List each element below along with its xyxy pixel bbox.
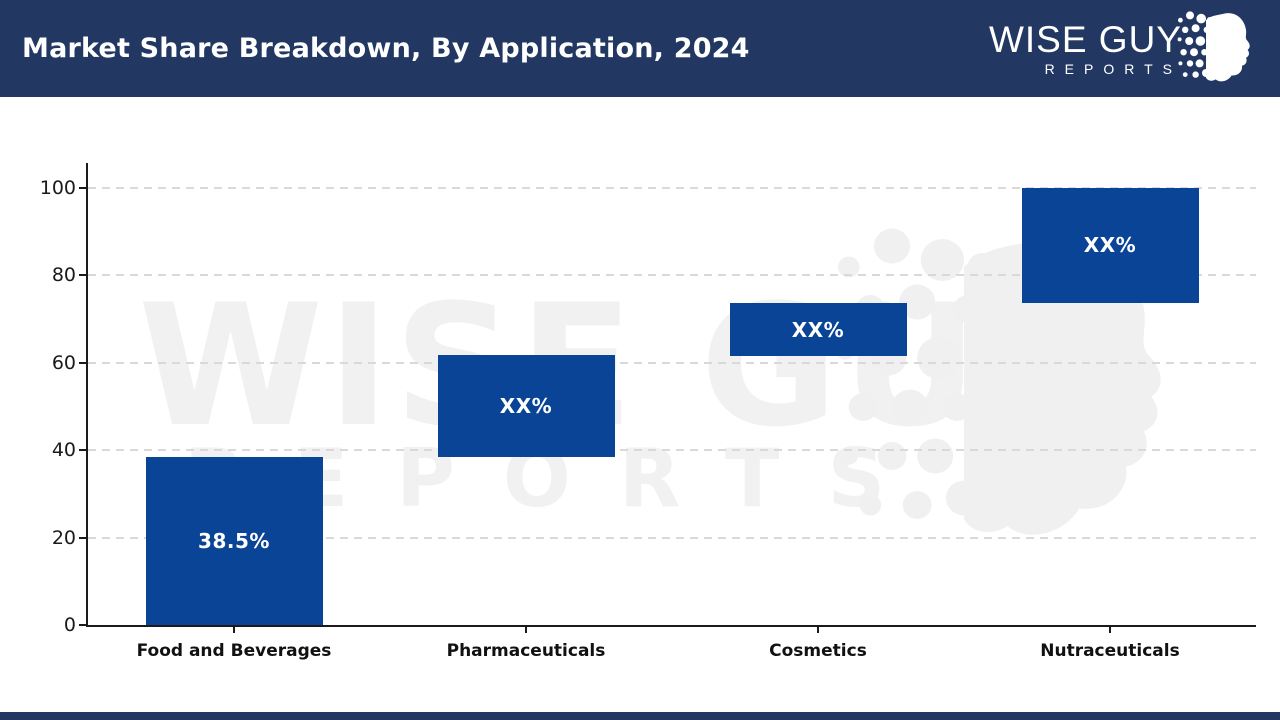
header: Market Share Breakdown, By Application, … (0, 0, 1280, 97)
gridline (88, 274, 1256, 276)
logo-wordmark: WISE GUY (988, 18, 1182, 60)
wiseguy-logo: WISE GUY REPORTS (989, 7, 1254, 91)
y-tick-mark (79, 186, 86, 189)
bar-value-label: XX% (791, 317, 845, 342)
gridline (88, 361, 1256, 364)
y-tick-label: 100 (39, 176, 76, 199)
y-tick-label: 40 (51, 439, 76, 461)
logo-subtext: REPORTS (1044, 60, 1182, 77)
bar-value-label: XX% (1083, 233, 1137, 258)
bar-value-label: XX% (499, 393, 553, 418)
gridline (88, 536, 1256, 539)
bar: XX% (1021, 187, 1199, 303)
y-tick-label: 60 (51, 351, 76, 374)
category-label: Nutraceuticals (1040, 641, 1180, 661)
y-axis-line (86, 163, 88, 627)
logo-text: WISE GUY REPORTS (989, 21, 1182, 77)
y-tick-mark (79, 361, 86, 364)
y-tick-mark (79, 274, 86, 276)
x-tick-mark (1109, 627, 1111, 633)
y-tick-mark (79, 536, 86, 539)
y-tick-mark (79, 624, 86, 626)
x-tick-mark (233, 627, 235, 633)
bar: XX% (437, 354, 615, 457)
y-tick-label: 80 (51, 264, 76, 286)
y-tick-mark (79, 449, 86, 451)
y-tick-label: 20 (51, 526, 76, 549)
y-tick-label: 0 (63, 614, 76, 636)
x-axis-line (86, 625, 1256, 627)
chart-title: Market Share Breakdown, By Application, … (22, 33, 750, 64)
bar: 38.5% (145, 456, 323, 625)
bar-value-label: 38.5% (198, 528, 270, 553)
category-label: Cosmetics (769, 641, 867, 661)
x-tick-mark (817, 627, 819, 633)
gridline (88, 186, 1256, 189)
gridline (88, 449, 1256, 451)
logo-face-icon (1177, 10, 1250, 81)
category-label: Pharmaceuticals (446, 641, 606, 661)
x-tick-mark (525, 627, 527, 633)
footer-bar (0, 712, 1280, 720)
bar: XX% (729, 303, 907, 357)
category-label: Food and Beverages (136, 641, 332, 661)
